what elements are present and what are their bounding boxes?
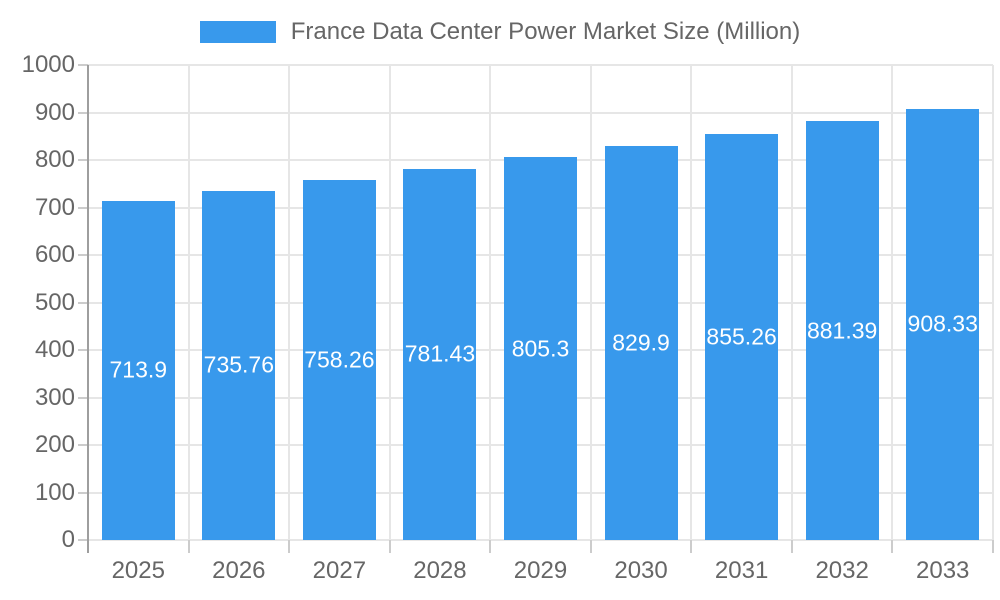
bar[interactable] — [403, 168, 477, 540]
gridline-horizontal — [88, 111, 993, 114]
y-axis-tick-mark — [78, 349, 88, 351]
bar[interactable] — [504, 157, 577, 540]
x-axis-tick-label: 2028 — [413, 557, 467, 584]
y-axis-tick-mark — [78, 254, 88, 256]
y-axis-tick-label: 1000 — [21, 51, 75, 78]
y-axis-line — [87, 65, 89, 553]
gridline-vertical — [891, 65, 894, 540]
bar[interactable] — [906, 108, 980, 540]
y-axis-tick-mark — [78, 444, 88, 446]
bar[interactable] — [705, 133, 779, 540]
bar[interactable] — [604, 145, 678, 540]
x-axis-tick-label: 2032 — [815, 557, 869, 584]
x-axis-tick-mark — [690, 540, 693, 553]
bar-value-label: 855.26 — [706, 323, 777, 350]
y-axis-tick-mark — [78, 301, 88, 304]
x-axis-tick-mark — [489, 540, 492, 553]
gridline-vertical — [992, 65, 994, 540]
x-axis-tick-mark — [589, 540, 592, 553]
gridline-vertical — [288, 65, 291, 540]
bar-value-label: 881.39 — [806, 317, 878, 344]
y-axis-tick-label: 500 — [34, 288, 75, 316]
bar[interactable] — [202, 190, 276, 540]
gridline-horizontal — [88, 64, 993, 66]
bar[interactable] — [101, 200, 175, 540]
x-axis-tick-label: 2029 — [513, 557, 568, 584]
x-axis-tick-mark — [187, 540, 190, 553]
x-axis-tick-mark — [790, 540, 793, 553]
bar[interactable] — [805, 121, 879, 540]
x-axis-tick-label: 2027 — [312, 557, 367, 584]
gridline-horizontal — [88, 539, 993, 541]
x-axis-tick-mark — [288, 540, 291, 553]
y-axis-tick-mark — [78, 111, 88, 114]
y-axis-tick-mark — [78, 491, 88, 494]
y-axis-tick-label: 0 — [61, 526, 75, 553]
y-axis-tick-label: 800 — [34, 146, 75, 173]
gridline-vertical — [790, 65, 793, 540]
y-axis-tick-label: 200 — [34, 431, 75, 458]
y-axis-tick-label: 900 — [34, 98, 75, 126]
x-axis-tick-label: 2030 — [614, 557, 668, 584]
y-axis-tick-mark — [78, 64, 88, 66]
y-axis-tick-mark — [78, 396, 88, 399]
x-axis-tick-mark — [992, 540, 994, 553]
bar-value-label: 781.43 — [404, 340, 476, 367]
y-axis-tick-label: 100 — [34, 478, 75, 506]
gridline-vertical — [489, 65, 492, 540]
y-axis-tick-label: 400 — [34, 336, 75, 363]
bar-value-label: 908.33 — [907, 310, 978, 337]
legend[interactable]: France Data Center Power Market Size (Mi… — [0, 18, 1000, 46]
bar-value-label: 758.26 — [304, 346, 375, 373]
bar-value-label: 713.9 — [109, 356, 168, 383]
y-axis-tick-label: 600 — [34, 241, 75, 268]
x-axis-tick-mark — [891, 540, 894, 553]
legend-swatch — [199, 21, 276, 43]
x-axis-tick-label: 2031 — [714, 557, 769, 584]
bar[interactable] — [302, 179, 376, 540]
x-axis-tick-label: 2025 — [111, 557, 165, 584]
gridline-vertical — [589, 65, 592, 540]
legend-label: France Data Center Power Market Size (Mi… — [290, 18, 801, 45]
y-axis-tick-label: 700 — [34, 193, 75, 221]
bar-value-label: 735.76 — [203, 351, 275, 378]
x-axis-tick-label: 2033 — [916, 557, 970, 584]
gridline-vertical — [690, 65, 693, 540]
plot-area: 713.9 735.76 758.26 781.43 805.3 829.9 855.26 8… — [88, 64, 994, 541]
bar-value-label: 805.3 — [511, 335, 570, 362]
y-axis-tick-mark — [78, 159, 88, 161]
y-axis-tick-mark — [78, 539, 88, 541]
x-axis-tick-label: 2026 — [212, 557, 266, 584]
y-axis-tick-mark — [78, 206, 88, 209]
x-axis-tick-mark — [388, 540, 391, 553]
y-axis-tick-label: 300 — [34, 383, 75, 411]
bar-value-label: 829.9 — [612, 329, 670, 356]
gridline-vertical — [388, 65, 391, 540]
gridline-vertical — [187, 65, 190, 540]
